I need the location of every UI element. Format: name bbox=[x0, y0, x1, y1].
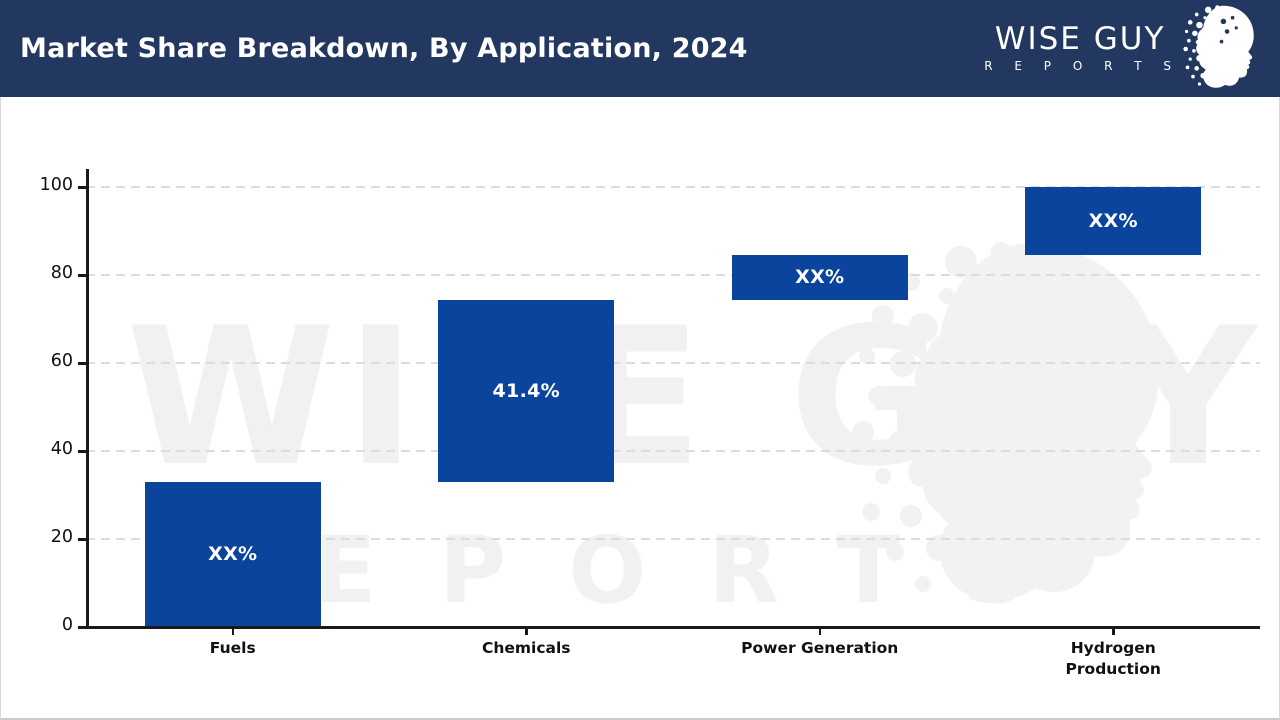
bar-power-generation: XX% bbox=[731, 255, 908, 300]
y-tick-80 bbox=[78, 274, 86, 277]
x-tick-0 bbox=[231, 628, 235, 635]
bar-fuels: XX% bbox=[144, 481, 321, 627]
brand-logo: WISE GUY R E P O R T S bbox=[980, 3, 1280, 95]
y-tick-label-80: 80 bbox=[50, 263, 73, 283]
y-tick-label-0: 0 bbox=[61, 615, 73, 635]
x-tick-label-1: Chemicals bbox=[481, 639, 571, 657]
x-tick-2 bbox=[818, 628, 822, 635]
y-tick-0 bbox=[78, 626, 86, 629]
bar-value-label: 41.4% bbox=[492, 379, 560, 402]
x-tick-3 bbox=[1112, 628, 1115, 635]
x-tick-1 bbox=[525, 628, 528, 635]
y-tick-20 bbox=[78, 538, 86, 541]
y-tick-60 bbox=[78, 362, 86, 365]
gridline-40 bbox=[86, 450, 1260, 452]
y-tick-label-20: 20 bbox=[50, 527, 73, 547]
gridline-20 bbox=[86, 538, 1260, 540]
bar-value-label: XX% bbox=[208, 543, 258, 566]
bar-hydrogen-production: XX% bbox=[1025, 187, 1202, 256]
bar-chemicals: 41.4% bbox=[438, 299, 615, 482]
x-axis-line bbox=[86, 626, 1260, 629]
brand-text: WISE GUY R E P O R T S bbox=[980, 21, 1180, 74]
x-tick-label-2: Power Generation bbox=[741, 639, 899, 657]
y-tick-label-40: 40 bbox=[50, 439, 73, 459]
y-axis-line bbox=[86, 169, 89, 628]
watermark-face-icon bbox=[852, 242, 1159, 601]
y-tick-100 bbox=[78, 186, 86, 189]
gridline-100 bbox=[86, 186, 1260, 188]
watermark-text-reports: REPORTS bbox=[181, 517, 1091, 624]
x-tick-label-3: Hydrogen Production bbox=[1065, 639, 1161, 678]
bar-value-label: XX% bbox=[1088, 210, 1138, 233]
brand-face-icon bbox=[1183, 4, 1254, 88]
chart-area: WISE GUY REPORTS 0 20 40 60 80 100 XX% Fuels 41.… bbox=[0, 97, 1280, 720]
page-title: Market Share Breakdown, By Application, … bbox=[20, 33, 748, 64]
bar-value-label: XX% bbox=[795, 266, 845, 289]
y-tick-40 bbox=[78, 450, 86, 453]
gridline-80 bbox=[86, 274, 1260, 276]
brand-name: WISE GUY bbox=[994, 21, 1166, 57]
x-tick-label-0: Fuels bbox=[209, 639, 256, 657]
gridline-60 bbox=[86, 362, 1260, 364]
header-bar: Market Share Breakdown, By Application, … bbox=[0, 0, 1280, 97]
y-tick-label-60: 60 bbox=[50, 351, 73, 371]
y-tick-label-100: 100 bbox=[39, 175, 73, 195]
brand-subtitle: R E P O R T S bbox=[984, 59, 1180, 73]
